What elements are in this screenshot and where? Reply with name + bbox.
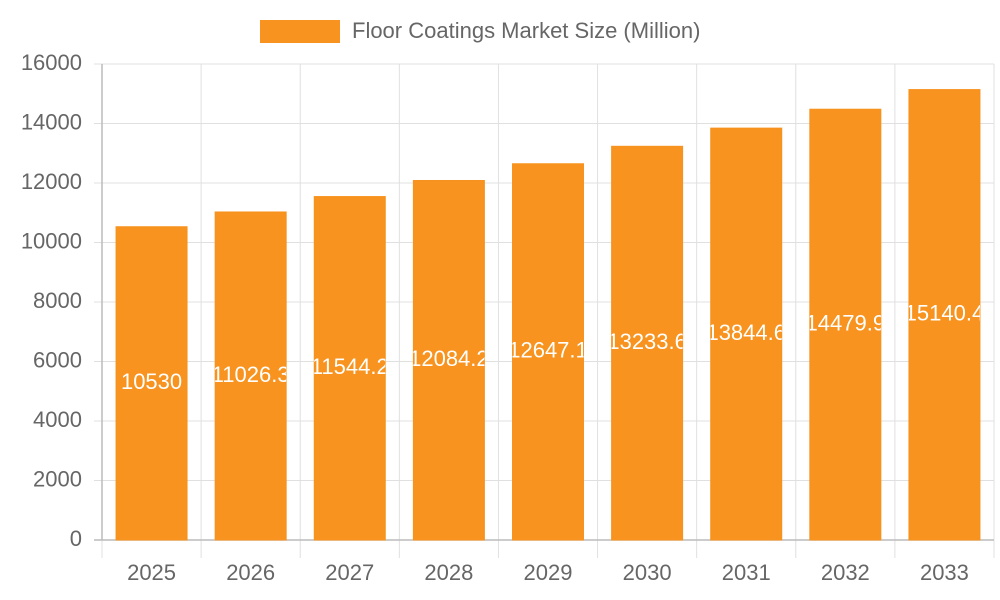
y-tick-label: 4000 <box>33 407 82 432</box>
x-tick-label: 2032 <box>821 560 870 585</box>
x-tick-label: 2033 <box>920 560 969 585</box>
x-tick-label: 2026 <box>226 560 275 585</box>
bar <box>809 108 882 541</box>
y-tick-label: 2000 <box>33 466 82 491</box>
y-tick-label: 6000 <box>33 347 82 372</box>
data-label: 13233.6 <box>607 329 687 354</box>
bar <box>214 211 287 541</box>
bar <box>512 163 584 541</box>
y-tick-label: 10000 <box>21 228 82 253</box>
data-label: 11026.3 <box>212 362 290 387</box>
bar <box>115 226 188 541</box>
y-tick-label: 14000 <box>21 109 82 134</box>
bar <box>313 196 386 541</box>
x-tick-label: 2030 <box>623 560 672 585</box>
x-tick-label: 2029 <box>524 560 573 585</box>
legend-label: Floor Coatings Market Size (Million) <box>352 18 700 43</box>
data-label: 13844.6 <box>706 320 786 345</box>
y-tick-label: 16000 <box>21 50 82 75</box>
x-tick-label: 2031 <box>722 560 771 585</box>
data-label: 11544.2 <box>311 354 389 379</box>
bar <box>611 145 684 541</box>
legend-swatch <box>260 20 340 43</box>
x-tick-label: 2025 <box>127 560 176 585</box>
x-tick-label: 2028 <box>424 560 473 585</box>
data-label: 12647.1 <box>508 338 588 363</box>
y-tick-label: 12000 <box>21 169 82 194</box>
y-tick-label: 0 <box>70 526 82 551</box>
data-label: 15140.4 <box>905 301 985 326</box>
x-tick-label: 2027 <box>325 560 374 585</box>
data-label: 10530 <box>121 369 182 394</box>
bar <box>908 89 981 541</box>
data-label: 14479.9 <box>806 310 886 335</box>
bar <box>710 127 783 541</box>
data-label: 12084.2 <box>409 346 489 371</box>
bar <box>412 179 485 541</box>
y-tick-label: 8000 <box>33 288 82 313</box>
